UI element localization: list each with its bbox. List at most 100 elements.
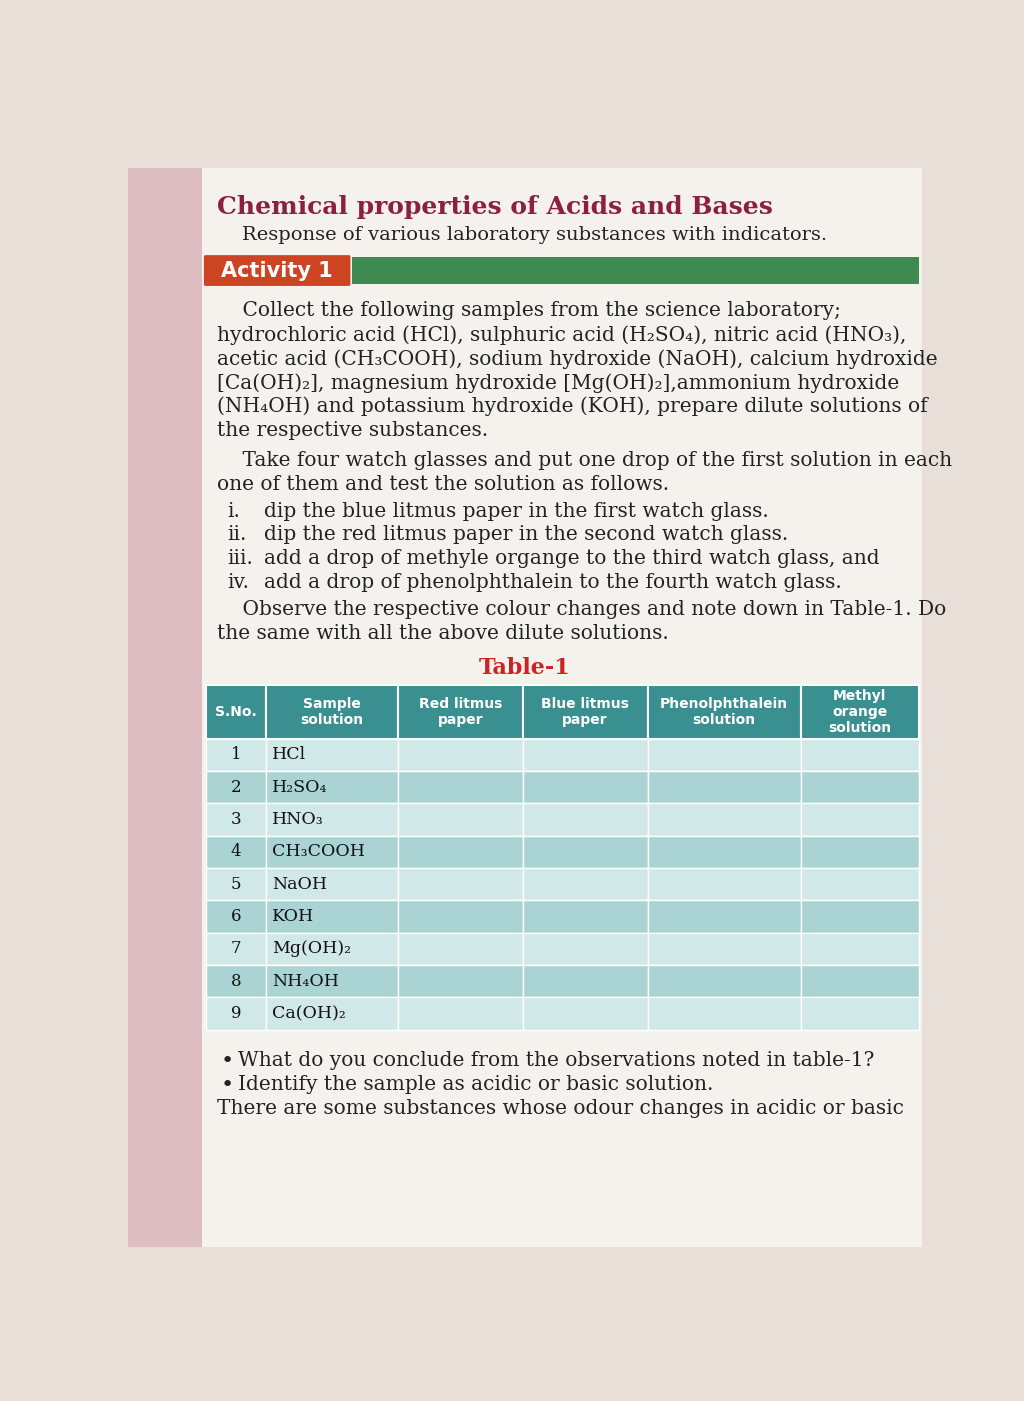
Bar [801, 685, 919, 738]
Bar [266, 771, 398, 803]
Bar [523, 738, 647, 771]
Bar [206, 685, 266, 738]
Text: HCl: HCl [272, 747, 306, 764]
Text: What do you conclude from the observations noted in table-1?: What do you conclude from the observatio… [238, 1051, 874, 1070]
Text: Activity 1: Activity 1 [221, 261, 333, 280]
Text: 1: 1 [230, 747, 241, 764]
Bar [206, 998, 266, 1030]
Bar [801, 965, 919, 998]
Text: NaOH: NaOH [272, 876, 328, 892]
Bar [647, 933, 801, 965]
Text: [Ca(OH)₂], magnesium hydroxide [Mg(OH)₂],ammonium hydroxide: [Ca(OH)₂], magnesium hydroxide [Mg(OH)₂]… [217, 373, 899, 392]
Text: i.: i. [227, 502, 240, 521]
Text: Mg(OH)₂: Mg(OH)₂ [272, 940, 351, 957]
Bar [523, 869, 647, 901]
Bar [647, 685, 801, 738]
Bar [398, 771, 523, 803]
Text: NH₄OH: NH₄OH [272, 972, 339, 989]
Bar [398, 869, 523, 901]
Bar [206, 901, 266, 933]
Bar [206, 256, 219, 284]
Text: Red litmus
paper: Red litmus paper [419, 696, 502, 727]
Bar [523, 933, 647, 965]
Bar [206, 836, 266, 869]
Text: Blue litmus
paper: Blue litmus paper [542, 696, 629, 727]
Text: Methyl
orange
solution: Methyl orange solution [828, 688, 891, 736]
Text: •: • [221, 1051, 234, 1072]
Bar [398, 998, 523, 1030]
Bar [266, 998, 398, 1030]
Text: There are some substances whose odour changes in acidic or basic: There are some substances whose odour ch… [217, 1098, 904, 1118]
Bar [523, 901, 647, 933]
Text: dip the red litmus paper in the second watch glass.: dip the red litmus paper in the second w… [263, 525, 787, 545]
Bar [266, 803, 398, 836]
Bar [647, 803, 801, 836]
Bar [647, 998, 801, 1030]
Text: 7: 7 [230, 940, 241, 957]
Text: 8: 8 [230, 972, 241, 989]
Text: add a drop of phenolphthalein to the fourth watch glass.: add a drop of phenolphthalein to the fou… [263, 573, 842, 593]
FancyBboxPatch shape [204, 255, 350, 286]
Bar [801, 803, 919, 836]
Bar [801, 869, 919, 901]
Text: Chemical properties of Acids and Bases: Chemical properties of Acids and Bases [217, 195, 773, 219]
Text: 3: 3 [230, 811, 241, 828]
Bar [398, 933, 523, 965]
Bar [647, 869, 801, 901]
Bar [523, 771, 647, 803]
Bar [523, 685, 647, 738]
Text: (NH₄OH) and potassium hydroxide (KOH), prepare dilute solutions of: (NH₄OH) and potassium hydroxide (KOH), p… [217, 396, 928, 416]
Bar [398, 901, 523, 933]
Text: 4: 4 [230, 843, 241, 860]
Bar [206, 933, 266, 965]
Text: Ca(OH)₂: Ca(OH)₂ [272, 1005, 346, 1023]
Bar [801, 836, 919, 869]
Text: 2: 2 [230, 779, 241, 796]
Bar [398, 965, 523, 998]
Bar [647, 901, 801, 933]
Text: add a drop of methyle organge to the third watch glass, and: add a drop of methyle organge to the thi… [263, 549, 880, 569]
Bar [206, 738, 266, 771]
Bar [523, 998, 647, 1030]
Bar [647, 771, 801, 803]
Bar [398, 685, 523, 738]
Bar [266, 869, 398, 901]
Bar [266, 836, 398, 869]
Bar [206, 965, 266, 998]
Bar [801, 998, 919, 1030]
Bar [398, 803, 523, 836]
Text: CH₃COOH: CH₃COOH [272, 843, 366, 860]
Bar [266, 901, 398, 933]
Text: Phenolphthalein
solution: Phenolphthalein solution [660, 696, 788, 727]
Bar [801, 933, 919, 965]
Bar [206, 803, 266, 836]
Bar [266, 685, 398, 738]
Bar [647, 738, 801, 771]
Text: the same with all the above dilute solutions.: the same with all the above dilute solut… [217, 623, 669, 643]
Bar [128, 168, 202, 1247]
Text: Observe the respective colour changes and note down in Table-1. Do: Observe the respective colour changes an… [217, 600, 946, 619]
Bar [206, 869, 266, 901]
Text: dip the blue litmus paper in the first watch glass.: dip the blue litmus paper in the first w… [263, 502, 768, 521]
Bar [206, 771, 266, 803]
Text: acetic acid (CH₃COOH), sodium hydroxide (NaOH), calcium hydroxide: acetic acid (CH₃COOH), sodium hydroxide … [217, 349, 938, 368]
Text: Table-1: Table-1 [479, 657, 570, 679]
Text: HNO₃: HNO₃ [272, 811, 324, 828]
Text: iii.: iii. [227, 549, 253, 569]
Text: ii.: ii. [227, 525, 247, 545]
Bar [398, 836, 523, 869]
Text: 5: 5 [230, 876, 241, 892]
Bar [523, 803, 647, 836]
Text: KOH: KOH [272, 908, 314, 925]
Text: Collect the following samples from the science laboratory;: Collect the following samples from the s… [217, 301, 841, 321]
Bar [647, 836, 801, 869]
Bar [647, 965, 801, 998]
Bar [801, 901, 919, 933]
Text: 6: 6 [230, 908, 241, 925]
Text: one of them and test the solution as follows.: one of them and test the solution as fol… [217, 475, 670, 493]
Bar [266, 965, 398, 998]
Bar [266, 933, 398, 965]
Bar [801, 738, 919, 771]
Text: 9: 9 [230, 1005, 241, 1023]
Bar [523, 965, 647, 998]
